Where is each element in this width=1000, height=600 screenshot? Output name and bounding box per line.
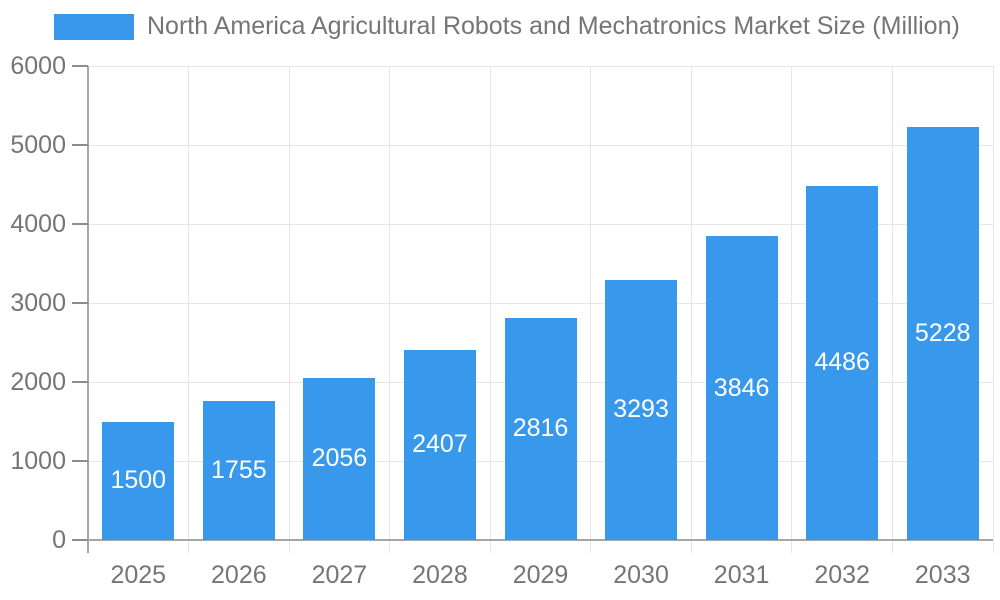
legend-label: North America Agricultural Robots and Me…	[147, 12, 960, 40]
bar-2028[interactable]: 2407	[403, 349, 476, 540]
bar-value-label: 2407	[412, 430, 468, 459]
y-axis-tick	[72, 65, 88, 67]
bar-2026[interactable]: 1755	[202, 401, 275, 540]
x-gridline	[489, 66, 491, 553]
y-axis-tick-label: 2000	[10, 368, 66, 396]
y-axis-tick	[72, 381, 88, 383]
legend-swatch	[54, 13, 134, 40]
bar-value-label: 4486	[814, 348, 870, 377]
bar-value-label: 1755	[211, 456, 267, 485]
y-axis-tick	[72, 302, 88, 304]
y-axis-tick-label: 3000	[10, 289, 66, 317]
x-gridline	[791, 66, 793, 553]
y-gridline	[88, 223, 993, 225]
x-axis-tick-label: 2031	[713, 561, 770, 589]
x-axis-tick-label: 2025	[110, 561, 167, 589]
x-axis-tick-label: 2027	[311, 561, 368, 589]
bar-value-label: 2056	[311, 444, 368, 473]
bar-value-label: 5228	[914, 318, 971, 347]
x-axis-tick-label: 2029	[512, 561, 569, 589]
bar-2030[interactable]: 3293	[605, 279, 678, 540]
y-axis-tick-label: 6000	[10, 52, 66, 80]
bar-value-label: 2816	[512, 414, 569, 443]
x-axis-tick-label: 2026	[211, 561, 267, 589]
bar-value-label: 3293	[613, 395, 669, 424]
bar-2033[interactable]: 5228	[906, 126, 979, 540]
y-gridline	[88, 65, 993, 67]
y-axis-tick	[72, 223, 88, 225]
bar-2031[interactable]: 3846	[705, 236, 778, 540]
x-gridline	[690, 66, 692, 553]
x-axis-tick-label: 2033	[914, 561, 971, 589]
y-axis-tick-label: 0	[52, 526, 66, 554]
x-axis-tick-label: 2028	[412, 561, 468, 589]
y-axis-tick	[72, 539, 88, 541]
bar-2032[interactable]: 4486	[806, 185, 879, 540]
bar-2027[interactable]: 2056	[303, 377, 376, 540]
x-axis-line	[88, 539, 993, 541]
x-gridline	[590, 66, 592, 553]
y-axis-tick-label: 4000	[10, 210, 66, 238]
x-axis-tick-label: 2032	[814, 561, 870, 589]
y-axis-tick-label: 1000	[10, 447, 66, 475]
y-axis-tick-label: 5000	[10, 131, 66, 159]
x-axis-tick-label: 2030	[613, 561, 669, 589]
y-gridline	[88, 302, 993, 304]
bar-2025[interactable]: 1500	[102, 421, 175, 540]
x-gridline	[891, 66, 893, 553]
x-gridline	[188, 66, 190, 553]
y-axis-tick	[72, 460, 88, 462]
y-gridline	[88, 144, 993, 146]
y-axis-tick	[72, 144, 88, 146]
bar-value-label: 1500	[110, 466, 167, 495]
legend-item[interactable]: North America Agricultural Robots and Me…	[54, 12, 960, 41]
y-axis-line	[87, 66, 89, 553]
bar-value-label: 3846	[713, 373, 770, 402]
bar-2029[interactable]: 2816	[504, 317, 577, 540]
x-gridline	[389, 66, 391, 553]
x-gridline	[288, 66, 290, 553]
x-gridline	[992, 66, 994, 553]
